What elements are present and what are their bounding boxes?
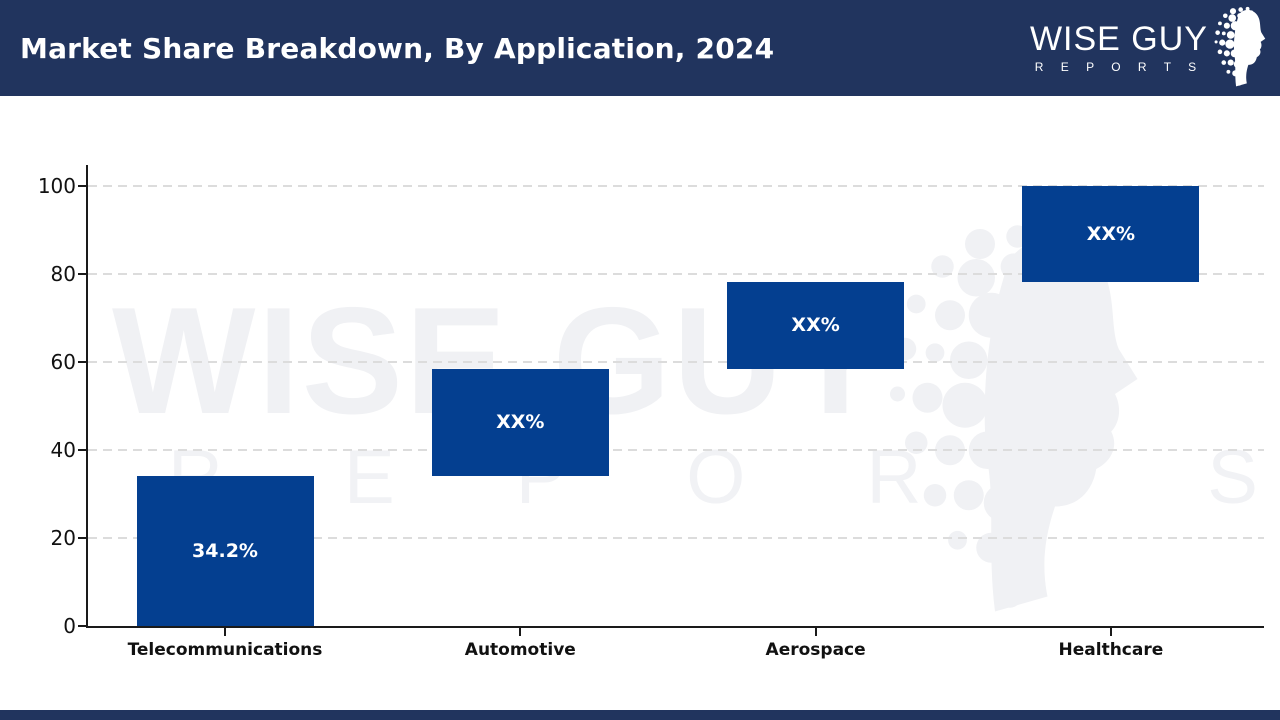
y-axis-tick-mark (78, 361, 86, 363)
y-axis-tick-label: 80 (50, 262, 76, 286)
logo-wordmark: WISE GUY R E P O R T S (1030, 22, 1208, 74)
y-axis-tick-label: 100 (37, 174, 76, 198)
x-axis-line (86, 626, 1264, 628)
gridline-100 (88, 185, 1264, 187)
header: Market Share Breakdown, By Application, … (0, 0, 1280, 96)
x-axis-category-label: Healthcare (1058, 640, 1164, 660)
bar-value-label: XX% (1086, 222, 1136, 245)
logo-wordmark-line2: R E P O R T S (1034, 60, 1204, 74)
y-axis-tick-mark (78, 537, 86, 539)
bar-telecommunications: 34.2% (136, 475, 314, 626)
gridline-60 (88, 361, 1264, 363)
x-axis-tick-mark (224, 628, 226, 636)
y-axis-tick-mark (78, 449, 86, 451)
x-axis-tick-mark (1109, 628, 1112, 636)
gridline-40 (88, 449, 1264, 451)
y-axis-tick-label: 60 (50, 350, 76, 374)
logo-head-icon (1214, 6, 1266, 87)
y-axis-tick-mark (78, 185, 86, 187)
x-axis-category-label: Automotive (464, 640, 576, 660)
footer-bar (0, 710, 1280, 720)
y-axis-tick-mark (78, 273, 86, 275)
bar-aerospace: XX% (727, 281, 905, 369)
gridline-80 (88, 273, 1264, 275)
gridline-20 (88, 537, 1264, 539)
y-axis-tick-mark (78, 625, 86, 627)
chart-title: Market Share Breakdown, By Application, … (20, 31, 775, 65)
chart-area: WISE GUY R E P O R T S 02040608010034.2%… (0, 96, 1280, 710)
y-axis-tick-label: 40 (50, 438, 76, 462)
bar-value-label: XX% (496, 411, 545, 434)
x-axis-tick-mark (814, 628, 817, 636)
logo-wordmark-line1: WISE GUY (1029, 20, 1208, 58)
bar-value-label: XX% (791, 314, 840, 337)
x-axis-tick-mark (519, 628, 522, 636)
brand-logo: WISE GUY R E P O R T S (1030, 0, 1272, 96)
x-axis-category-label: Aerospace (765, 640, 866, 660)
bar-value-label: 34.2% (192, 539, 258, 562)
y-axis-tick-label: 20 (50, 526, 76, 550)
watermark-subtext: R E P O R T S (168, 435, 1280, 520)
y-axis-line (86, 165, 88, 628)
x-axis-category-label: Telecommunications (127, 640, 323, 660)
bar-healthcare: XX% (1022, 186, 1200, 282)
bar-automotive: XX% (431, 368, 609, 476)
y-axis-tick-label: 0 (63, 614, 76, 638)
